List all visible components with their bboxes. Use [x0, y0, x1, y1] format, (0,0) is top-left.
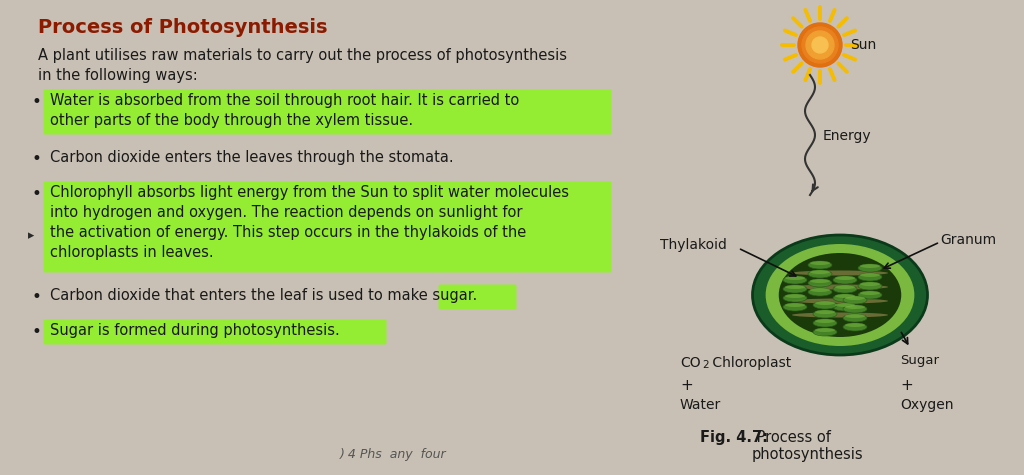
FancyBboxPatch shape [438, 285, 516, 310]
Ellipse shape [766, 244, 914, 346]
Ellipse shape [815, 319, 835, 323]
Ellipse shape [792, 270, 888, 276]
Ellipse shape [783, 285, 807, 293]
Ellipse shape [783, 303, 807, 311]
Ellipse shape [835, 285, 855, 289]
Ellipse shape [833, 294, 857, 302]
Ellipse shape [833, 303, 857, 311]
Ellipse shape [845, 323, 865, 327]
Ellipse shape [860, 273, 880, 277]
Ellipse shape [792, 313, 888, 317]
Text: Thylakoid: Thylakoid [660, 238, 727, 252]
Ellipse shape [843, 323, 867, 331]
Ellipse shape [860, 282, 880, 286]
Ellipse shape [813, 301, 837, 309]
Text: in the following ways:: in the following ways: [38, 68, 198, 83]
Ellipse shape [783, 294, 807, 302]
Text: Chloroplast: Chloroplast [708, 356, 792, 370]
Ellipse shape [835, 303, 855, 307]
Ellipse shape [778, 253, 901, 337]
Ellipse shape [843, 314, 867, 322]
Text: ) 4 Phs  any  four: ) 4 Phs any four [340, 448, 446, 461]
Ellipse shape [810, 270, 830, 274]
Text: +: + [900, 378, 912, 393]
Text: CO: CO [680, 356, 700, 370]
Text: •: • [32, 288, 42, 306]
Text: Water: Water [680, 398, 721, 412]
Text: +: + [680, 378, 693, 393]
Ellipse shape [858, 282, 882, 290]
Ellipse shape [792, 285, 888, 289]
Text: Energy: Energy [823, 129, 871, 143]
Text: Water is absorbed from the soil through root hair. It is carried to
other parts : Water is absorbed from the soil through … [50, 93, 519, 128]
Ellipse shape [810, 288, 830, 292]
Text: Oxygen: Oxygen [900, 398, 953, 412]
Text: Granum: Granum [940, 233, 996, 247]
Ellipse shape [815, 301, 835, 305]
Circle shape [812, 37, 828, 53]
Text: Chlorophyll absorbs light energy from the Sun to split water molecules
into hydr: Chlorophyll absorbs light energy from th… [50, 185, 569, 260]
Ellipse shape [810, 261, 830, 265]
Ellipse shape [783, 276, 807, 284]
FancyBboxPatch shape [43, 320, 386, 344]
Text: Process of Photosynthesis: Process of Photosynthesis [38, 18, 328, 37]
Ellipse shape [808, 288, 831, 296]
FancyBboxPatch shape [43, 89, 611, 134]
Ellipse shape [813, 310, 837, 318]
Circle shape [802, 27, 838, 63]
Text: Carbon dioxide enters the leaves through the stomata.: Carbon dioxide enters the leaves through… [50, 150, 454, 165]
Ellipse shape [808, 279, 831, 287]
Ellipse shape [845, 296, 865, 300]
Ellipse shape [858, 291, 882, 299]
Ellipse shape [858, 264, 882, 272]
Ellipse shape [858, 273, 882, 281]
Text: ▸: ▸ [28, 229, 34, 242]
Ellipse shape [835, 294, 855, 298]
Ellipse shape [753, 235, 928, 355]
Ellipse shape [785, 285, 805, 289]
Text: Process of
photosynthesis: Process of photosynthesis [752, 430, 863, 462]
Ellipse shape [785, 276, 805, 280]
Ellipse shape [860, 291, 880, 295]
Text: Sugar: Sugar [900, 354, 939, 367]
Text: A plant utilises raw materials to carry out the process of photosynthesis: A plant utilises raw materials to carry … [38, 48, 567, 63]
Ellipse shape [808, 270, 831, 278]
Text: Sugar is formed during photosynthesis.: Sugar is formed during photosynthesis. [50, 323, 340, 338]
Text: Carbon dioxide that enters the leaf is used to make sugar.: Carbon dioxide that enters the leaf is u… [50, 288, 477, 303]
Ellipse shape [785, 294, 805, 298]
Ellipse shape [843, 296, 867, 304]
Ellipse shape [833, 276, 857, 284]
Text: Fig. 4.7:: Fig. 4.7: [700, 430, 768, 445]
Ellipse shape [792, 298, 888, 304]
Ellipse shape [808, 261, 831, 269]
Text: •: • [32, 185, 42, 203]
Ellipse shape [845, 314, 865, 318]
Circle shape [806, 31, 834, 59]
Ellipse shape [815, 310, 835, 314]
Text: Sun: Sun [850, 38, 877, 52]
Ellipse shape [843, 305, 867, 313]
Ellipse shape [813, 319, 837, 327]
Ellipse shape [810, 279, 830, 283]
Ellipse shape [845, 305, 865, 309]
Ellipse shape [835, 276, 855, 280]
Text: •: • [32, 323, 42, 341]
FancyBboxPatch shape [43, 181, 611, 273]
Ellipse shape [833, 285, 857, 293]
Ellipse shape [815, 328, 835, 332]
Ellipse shape [813, 328, 837, 336]
Circle shape [798, 23, 842, 67]
Text: •: • [32, 93, 42, 111]
Ellipse shape [860, 264, 880, 268]
Text: •: • [32, 150, 42, 168]
Text: 2: 2 [702, 360, 709, 370]
Ellipse shape [785, 303, 805, 307]
